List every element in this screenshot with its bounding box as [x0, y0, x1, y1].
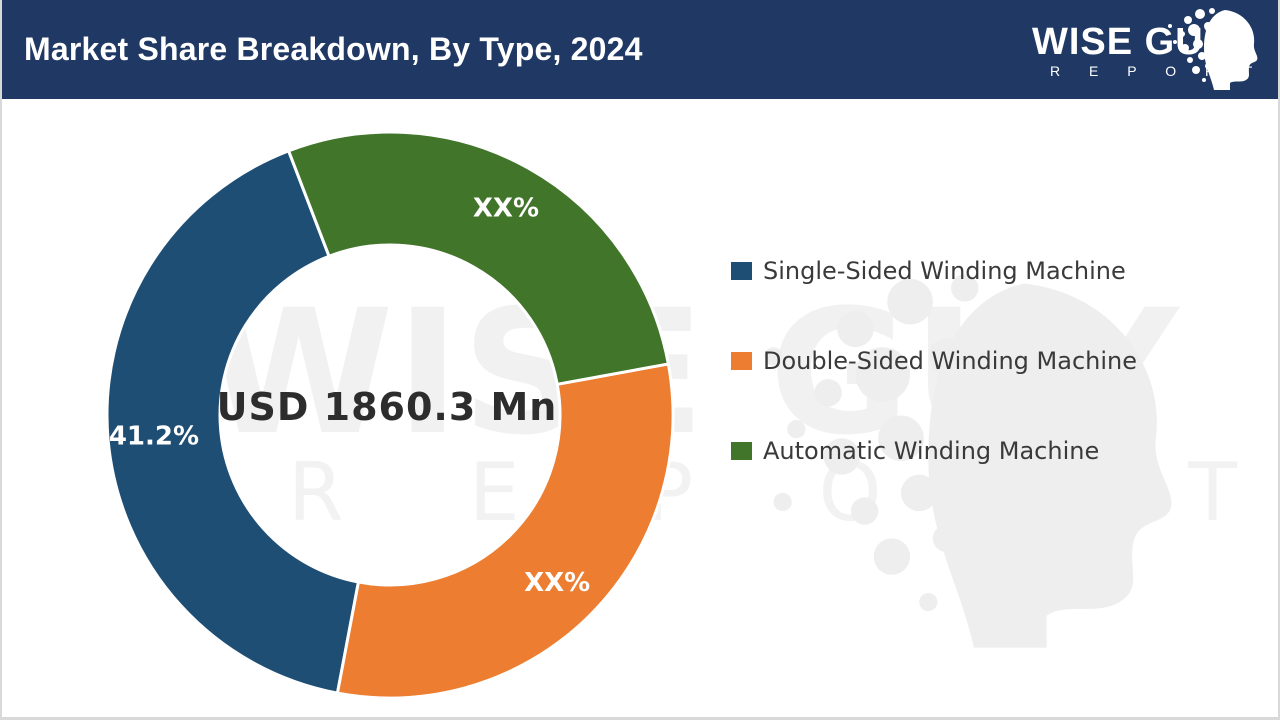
legend-swatch-icon [731, 262, 752, 280]
segment-percent-label-1: XX% [524, 568, 590, 598]
segment-percent-label-2: XX% [473, 193, 539, 223]
legend-label: Single-Sided Winding Machine [763, 257, 1126, 285]
wiseguy-face-watermark-icon [764, 274, 1172, 648]
legend-item-double-sided: Double-Sided Winding Machine [731, 343, 1137, 379]
legend-label: Double-Sided Winding Machine [763, 347, 1137, 375]
legend-label: Automatic Winding Machine [763, 437, 1100, 465]
wiseguy-logo: WISE GUY R E P O R T S [1020, 4, 1278, 94]
legend-swatch-icon [731, 352, 752, 370]
legend-item-single-sided: Single-Sided Winding Machine [731, 253, 1126, 289]
legend-swatch-icon [731, 442, 752, 460]
donut-center-value: USD 1860.3 Mn [216, 385, 558, 429]
logo-face-icon [1168, 8, 1258, 90]
legend-item-automatic: Automatic Winding Machine [731, 433, 1099, 469]
header-bar: Market Share Breakdown, By Type, 2024 WI… [2, 0, 1278, 99]
page-title: Market Share Breakdown, By Type, 2024 [24, 31, 643, 67]
segment-percent-label-0: 41.2% [109, 421, 199, 451]
